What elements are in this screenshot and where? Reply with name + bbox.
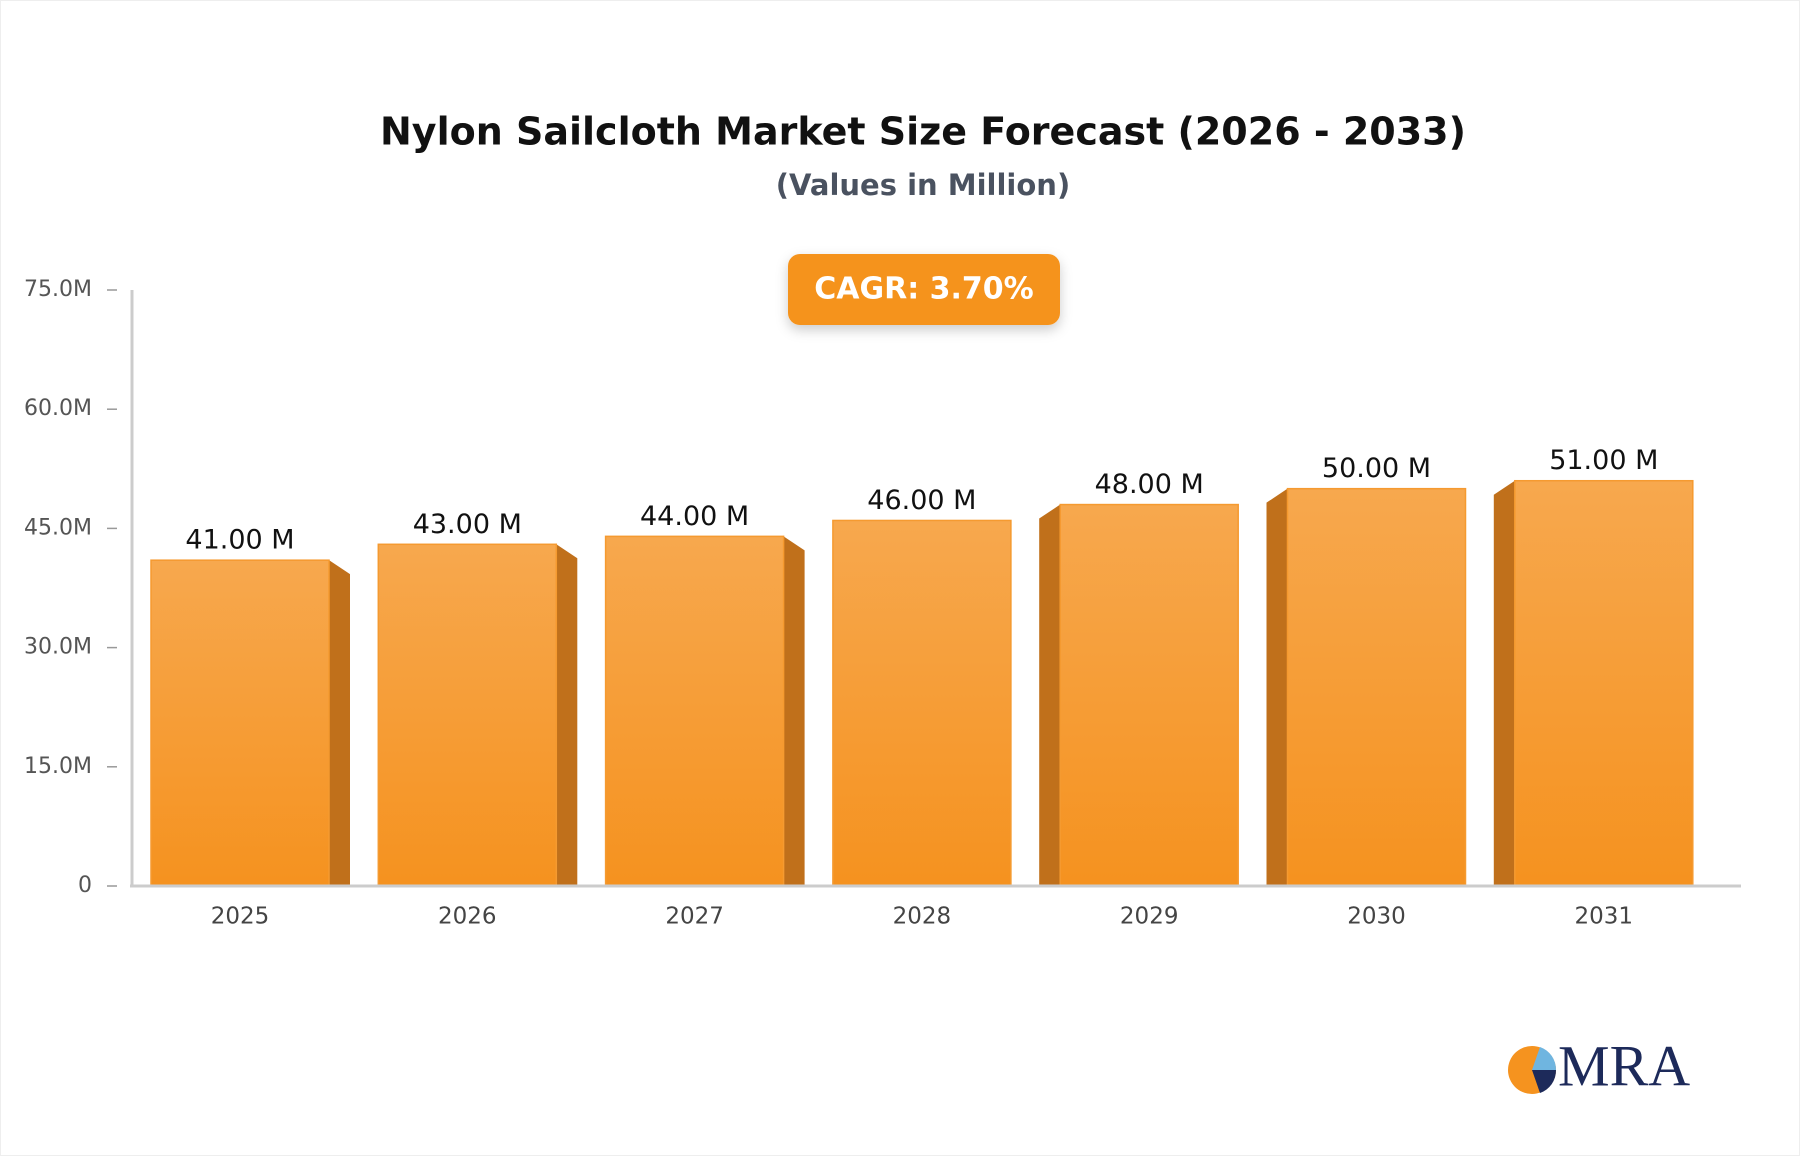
x-tick-label: 2031 [1575,904,1634,930]
x-tick-label: 2029 [1120,904,1179,930]
bar [604,535,785,887]
y-tick-label: 0 [78,873,92,898]
bar-side [329,560,350,886]
bar [1059,503,1239,887]
value-label: 41.00 M [185,525,294,556]
bar-side [783,536,805,886]
y-tick-label: 30.0M [24,635,92,660]
x-tick-label: 2025 [211,904,270,930]
bar-side [1039,504,1061,886]
y-tick-label: 15.0M [24,754,92,779]
value-label: 48.00 M [1095,469,1204,500]
bar-side [1493,480,1515,886]
value-label: 51.00 M [1549,445,1658,476]
x-tick-label: 2030 [1347,904,1406,930]
logo-icon-slice [1532,1047,1557,1070]
value-label: 46.00 M [867,485,976,516]
bar-side [556,544,578,886]
value-label: 50.00 M [1322,453,1431,484]
bar [377,543,558,887]
bar-side [1266,488,1288,886]
bar [1514,479,1694,887]
bar [832,519,1012,887]
logo: MRA [1508,1033,1690,1098]
value-label: 44.00 M [640,501,749,532]
chart-title: Nylon Sailcloth Market Size Forecast (20… [380,110,1466,154]
y-tick-label: 60.0M [24,396,92,421]
x-tick-label: 2027 [665,904,724,930]
cagr-badge [788,254,1060,325]
bar [1286,487,1467,887]
cagr-label: CAGR: 3.70% [814,272,1033,307]
value-label: 43.00 M [413,509,522,540]
logo-icon-slice [1532,1070,1557,1093]
logo-text: MRA [1558,1033,1690,1098]
x-tick-label: 2026 [438,904,497,930]
x-tick-label: 2028 [893,904,952,930]
bar [150,559,330,887]
y-tick-label: 75.0M [24,277,92,302]
chart-subtitle: (Values in Million) [776,168,1070,202]
y-tick-label: 45.0M [24,515,92,540]
